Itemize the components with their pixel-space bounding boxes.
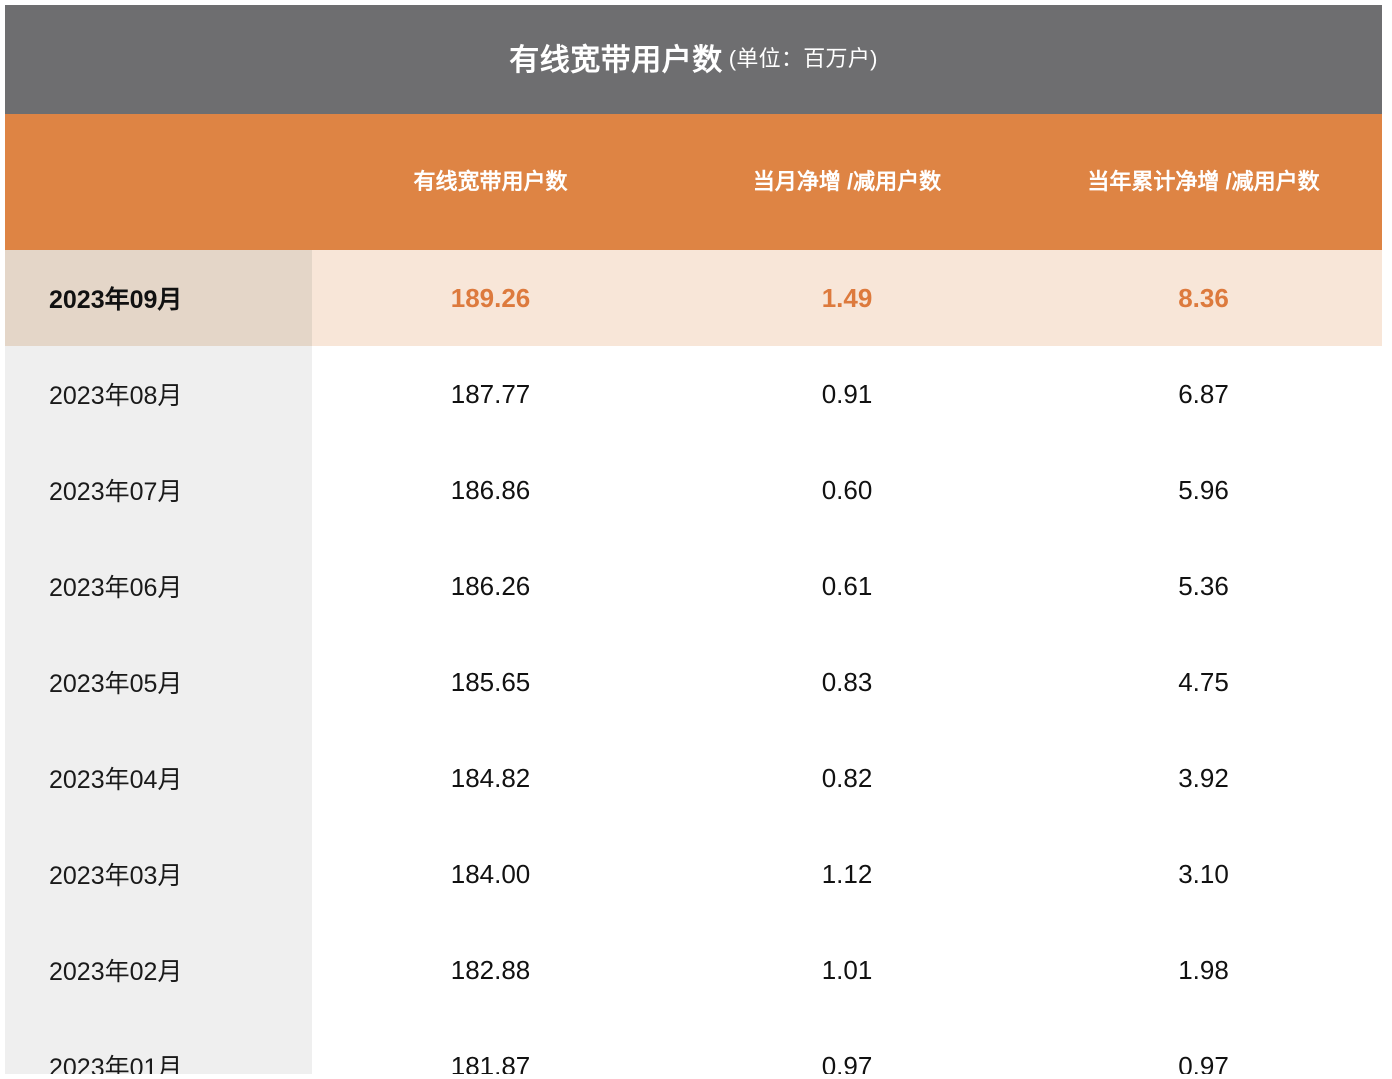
cell-monthly-net: 0.83: [669, 634, 1025, 730]
cell-monthly-net: 0.60: [669, 442, 1025, 538]
cell-ytd-net: 3.92: [1025, 730, 1382, 826]
cell-ytd-net: 3.10: [1025, 826, 1382, 922]
table-body: 2023年09月 189.26 1.49 8.36 2023年08月 187.77 0.91…: [5, 250, 1382, 1074]
cell-subscribers: 186.86: [312, 442, 669, 538]
table-row[interactable]: 2023年08月 187.77 0.91 6.87: [5, 346, 1382, 442]
cell-monthly-net: 1.01: [669, 922, 1025, 1018]
page-title: 有线宽带用户数: [509, 43, 723, 77]
table-title-bar: 有线宽带用户数 (单位：百万户): [5, 5, 1382, 114]
cell-ytd-net: 8.36: [1025, 250, 1382, 346]
title-unit-label: (单位：百万户): [728, 45, 878, 71]
table-header-row: 有线宽带用户数 当月净增 /减用户数 当年累计净增 /减用户数: [5, 114, 1382, 250]
table-row[interactable]: 2023年03月 184.00 1.12 3.10: [5, 826, 1382, 922]
table-row[interactable]: 2023年06月 186.26 0.61 5.36: [5, 538, 1382, 634]
column-header-ytd-net[interactable]: 当年累计净增 /减用户数: [1087, 168, 1320, 194]
cell-subscribers: 186.26: [312, 538, 669, 634]
cell-month: 2023年04月: [5, 730, 312, 826]
cell-month: 2023年05月: [5, 634, 312, 730]
cell-subscribers: 185.65: [312, 634, 669, 730]
cell-subscribers: 181.87: [312, 1018, 669, 1074]
cell-subscribers: 182.88: [312, 922, 669, 1018]
cell-monthly-net: 0.61: [669, 538, 1025, 634]
cell-monthly-net: 1.12: [669, 826, 1025, 922]
table-row[interactable]: 2023年07月 186.86 0.60 5.96: [5, 442, 1382, 538]
cell-ytd-net: 6.87: [1025, 346, 1382, 442]
cell-subscribers: 184.00: [312, 826, 669, 922]
cell-month: 2023年07月: [5, 442, 312, 538]
table-row[interactable]: 2023年01月 181.87 0.97 0.97: [5, 1018, 1382, 1074]
cell-month: 2023年02月: [5, 922, 312, 1018]
cell-month: 2023年03月: [5, 826, 312, 922]
cell-month: 2023年06月: [5, 538, 312, 634]
cell-ytd-net: 4.75: [1025, 634, 1382, 730]
broadband-subscribers-table: 有线宽带用户数 (单位：百万户) 有线宽带用户数 当月净增 /减用户数 当年累计净…: [5, 5, 1382, 1074]
column-header-subscribers[interactable]: 有线宽带用户数: [413, 168, 568, 194]
cell-subscribers: 187.77: [312, 346, 669, 442]
column-header-month[interactable]: [5, 114, 312, 250]
cell-month: 2023年09月: [5, 250, 312, 346]
cell-monthly-net: 1.49: [669, 250, 1025, 346]
column-header-monthly-net[interactable]: 当月净增 /减用户数: [752, 168, 942, 194]
cell-month: 2023年01月: [5, 1018, 312, 1074]
cell-ytd-net: 1.98: [1025, 922, 1382, 1018]
table-row[interactable]: 2023年05月 185.65 0.83 4.75: [5, 634, 1382, 730]
table-row[interactable]: 2023年02月 182.88 1.01 1.98: [5, 922, 1382, 1018]
cell-monthly-net: 0.82: [669, 730, 1025, 826]
cell-ytd-net: 0.97: [1025, 1018, 1382, 1074]
cell-subscribers: 189.26: [312, 250, 669, 346]
cell-ytd-net: 5.96: [1025, 442, 1382, 538]
cell-monthly-net: 0.97: [669, 1018, 1025, 1074]
cell-subscribers: 184.82: [312, 730, 669, 826]
table-row[interactable]: 2023年04月 184.82 0.82 3.92: [5, 730, 1382, 826]
cell-ytd-net: 5.36: [1025, 538, 1382, 634]
table-row[interactable]: 2023年09月 189.26 1.49 8.36: [5, 250, 1382, 346]
cell-monthly-net: 0.91: [669, 346, 1025, 442]
cell-month: 2023年08月: [5, 346, 312, 442]
